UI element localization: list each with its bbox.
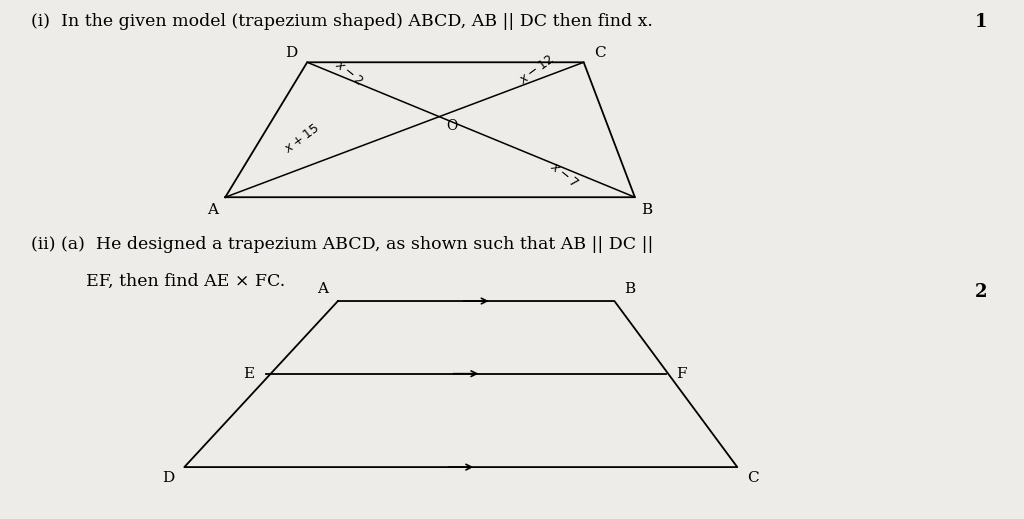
Text: $x-12$: $x-12$	[516, 53, 556, 87]
Text: A: A	[208, 203, 218, 217]
Text: O: O	[446, 119, 458, 133]
Text: C: C	[748, 471, 759, 485]
Text: A: A	[316, 282, 328, 296]
Text: F: F	[676, 367, 686, 380]
Text: D: D	[285, 46, 297, 60]
Text: $x+15$: $x+15$	[283, 121, 322, 156]
Text: (i)  In the given model (trapezium shaped) ABCD, AB || DC then find x.: (i) In the given model (trapezium shaped…	[31, 13, 652, 30]
Text: $x-2$: $x-2$	[332, 58, 365, 88]
Text: E: E	[243, 367, 254, 380]
Text: $x-7$: $x-7$	[547, 159, 581, 190]
Text: 2: 2	[975, 283, 987, 301]
Text: (ii) (a)  He designed a trapezium ABCD, as shown such that AB || DC ||: (ii) (a) He designed a trapezium ABCD, a…	[31, 236, 653, 253]
Text: B: B	[625, 282, 636, 296]
Text: D: D	[162, 471, 174, 485]
Text: EF, then find AE × FC.: EF, then find AE × FC.	[31, 272, 285, 290]
Text: 1: 1	[975, 13, 987, 31]
Text: C: C	[594, 46, 605, 60]
Text: B: B	[642, 203, 652, 217]
